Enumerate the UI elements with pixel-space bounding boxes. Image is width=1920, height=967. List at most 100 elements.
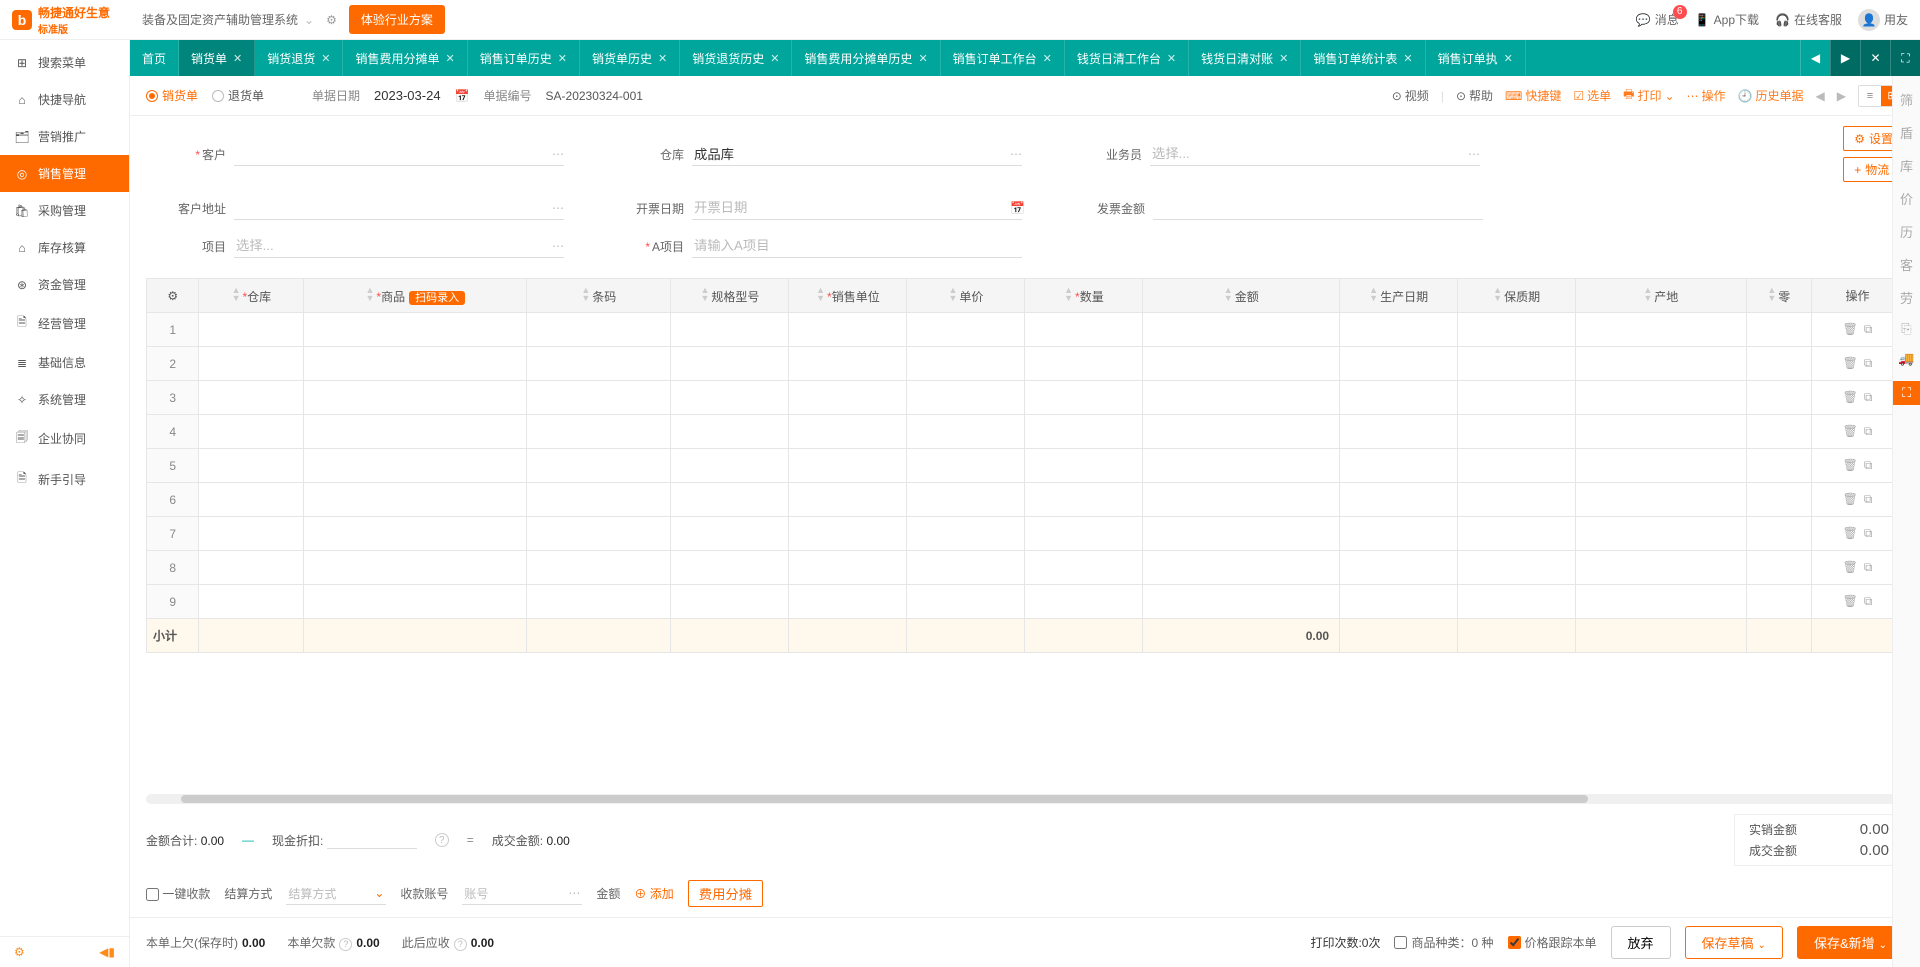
address-input[interactable] — [234, 196, 564, 220]
app-download-link[interactable]: 📱 App下载 — [1695, 11, 1759, 28]
row-delete-icon[interactable]: 🗑 — [1843, 424, 1858, 438]
row-delete-icon[interactable]: 🗑 — [1843, 594, 1858, 608]
row-copy-icon[interactable]: ⧉ — [1864, 594, 1873, 608]
rail-item[interactable]: 库 — [1900, 156, 1913, 175]
row-delete-icon[interactable]: 🗑 — [1843, 492, 1858, 506]
system-selector[interactable]: 装备及固定资产辅助管理系统 ⌄ — [142, 11, 314, 28]
column-header[interactable]: ▲▼*商品扫码录入 — [304, 279, 527, 313]
row-copy-icon[interactable]: ⧉ — [1864, 560, 1873, 574]
tabs-close-all-icon[interactable]: ✕ — [1860, 40, 1890, 76]
tab-close-icon[interactable]: ✕ — [658, 52, 667, 65]
discard-button[interactable]: 放弃 — [1611, 926, 1671, 959]
row-delete-icon[interactable]: 🗑 — [1843, 526, 1858, 540]
sidebar-item[interactable]: ≣基础信息 — [0, 344, 129, 381]
address-picker-icon[interactable]: ⋯ — [552, 201, 564, 215]
sidebar-item[interactable]: 🗎新手引导 — [0, 459, 129, 500]
tab-close-icon[interactable]: ✕ — [1504, 52, 1513, 65]
column-header[interactable]: ▲▼规格型号 — [671, 279, 789, 313]
sidebar-item[interactable]: ✧系统管理 — [0, 381, 129, 418]
discount-input[interactable] — [327, 833, 417, 849]
sidebar-item[interactable]: 🗂营销推广 — [0, 118, 129, 155]
column-header[interactable]: 操作 — [1812, 279, 1904, 313]
tab-close-icon[interactable]: ✕ — [918, 52, 927, 65]
sidebar-item[interactable]: 🗎经营管理 — [0, 303, 129, 344]
fee-allocation-button[interactable]: 费用分摊 — [688, 880, 763, 907]
save-draft-button[interactable]: 保存草稿⌄ — [1685, 926, 1783, 959]
prev-doc-icon[interactable]: ◀ — [1816, 89, 1825, 103]
row-delete-icon[interactable]: 🗑 — [1843, 560, 1858, 574]
table-row[interactable]: 8🗑⧉ — [147, 551, 1904, 585]
sidebar-item[interactable]: ◎销售管理 — [0, 155, 129, 192]
select-link[interactable]: ☑ 选单 — [1573, 87, 1611, 104]
column-header[interactable]: ▲▼保质期 — [1458, 279, 1576, 313]
sidebar-item[interactable]: ⌂库存核算 — [0, 229, 129, 266]
salesperson-picker-icon[interactable]: ⋯ — [1468, 147, 1480, 161]
customer-input[interactable] — [234, 142, 564, 166]
account-select[interactable]: 账号⋯ — [462, 883, 582, 905]
row-copy-icon[interactable]: ⧉ — [1864, 322, 1873, 336]
row-copy-icon[interactable]: ⧉ — [1864, 458, 1873, 472]
a-project-input[interactable] — [692, 234, 1022, 258]
row-delete-icon[interactable]: 🗑 — [1843, 390, 1858, 404]
rail-item[interactable]: ⎘ — [1901, 321, 1911, 337]
calendar-icon[interactable]: 📅 — [455, 89, 470, 103]
column-header[interactable]: ▲▼生产日期 — [1340, 279, 1458, 313]
column-header[interactable]: ▲▼*仓库 — [199, 279, 304, 313]
radio-sales[interactable]: 销货单 — [146, 87, 198, 104]
project-picker-icon[interactable]: ⋯ — [552, 239, 564, 253]
row-delete-icon[interactable]: 🗑 — [1843, 322, 1858, 336]
table-row[interactable]: 1🗑⧉ — [147, 313, 1904, 347]
rail-item[interactable]: 客 — [1900, 255, 1913, 274]
tab-close-icon[interactable]: ✕ — [1403, 52, 1412, 65]
tab[interactable]: 销货退货历史✕ — [680, 40, 792, 76]
tab-close-icon[interactable]: ✕ — [558, 52, 567, 65]
operate-link[interactable]: ⋯ 操作 — [1687, 87, 1726, 104]
history-link[interactable]: 🕘 历史单据 — [1738, 87, 1804, 104]
sidebar-item[interactable]: ⊛资金管理 — [0, 266, 129, 303]
tab-close-icon[interactable]: ✕ — [321, 52, 330, 65]
column-header[interactable]: ▲▼产地 — [1576, 279, 1746, 313]
tab[interactable]: 销货单✕ — [179, 40, 255, 76]
tab-close-icon[interactable]: ✕ — [233, 52, 242, 65]
tabs-prev-icon[interactable]: ◀ — [1800, 40, 1830, 76]
column-header[interactable]: ▲▼*数量 — [1025, 279, 1143, 313]
sidebar-item[interactable]: 🛍采购管理 — [0, 192, 129, 229]
column-header[interactable]: ▲▼条码 — [527, 279, 671, 313]
tab-close-icon[interactable]: ✕ — [1167, 52, 1176, 65]
add-payment-link[interactable]: ⊕ 添加 — [634, 885, 673, 902]
tab[interactable]: 钱货日清工作台✕ — [1065, 40, 1189, 76]
save-new-button[interactable]: 保存&新增⌄ — [1797, 926, 1904, 959]
invoice-date-input[interactable] — [692, 196, 1022, 220]
after-due-help-icon[interactable]: ? — [454, 938, 467, 951]
rail-item[interactable]: 🚚 — [1898, 351, 1914, 367]
sidebar-settings-icon[interactable]: ⚙ — [14, 945, 25, 959]
rail-item[interactable]: 价 — [1900, 189, 1913, 208]
tab[interactable]: 销售费用分摊单✕ — [343, 40, 467, 76]
table-row[interactable]: 6🗑⧉ — [147, 483, 1904, 517]
table-row[interactable]: 9🗑⧉ — [147, 585, 1904, 619]
row-delete-icon[interactable]: 🗑 — [1843, 356, 1858, 370]
warehouse-picker-icon[interactable]: ⋯ — [1010, 147, 1022, 161]
sidebar-item[interactable]: 🗐企业协同 — [0, 418, 129, 459]
user-menu[interactable]: 👤 用友 — [1858, 9, 1908, 31]
column-header[interactable]: ▲▼单价 — [907, 279, 1025, 313]
tab[interactable]: 销售订单历史✕ — [468, 40, 580, 76]
tab-close-icon[interactable]: ✕ — [446, 52, 455, 65]
next-doc-icon[interactable]: ▶ — [1837, 89, 1846, 103]
table-row[interactable]: 4🗑⧉ — [147, 415, 1904, 449]
col-settings[interactable]: ⚙ — [147, 279, 199, 313]
tab-close-icon[interactable]: ✕ — [1279, 52, 1288, 65]
gear-icon[interactable]: ⚙ — [326, 13, 337, 27]
column-header[interactable]: ▲▼金额 — [1143, 279, 1340, 313]
table-row[interactable]: 3🗑⧉ — [147, 381, 1904, 415]
column-header[interactable]: ▲▼零 — [1746, 279, 1812, 313]
tab[interactable]: 销售订单执✕ — [1426, 40, 1526, 76]
horizontal-scrollbar[interactable] — [146, 794, 1904, 804]
row-delete-icon[interactable]: 🗑 — [1843, 458, 1858, 472]
rail-item[interactable]: 历 — [1900, 222, 1913, 241]
invoice-amount-input[interactable] — [1153, 196, 1483, 220]
tabs-next-icon[interactable]: ▶ — [1830, 40, 1860, 76]
tab[interactable]: 销货单历史✕ — [580, 40, 680, 76]
row-copy-icon[interactable]: ⧉ — [1864, 390, 1873, 404]
invoice-date-calendar-icon[interactable]: 📅 — [1010, 201, 1025, 215]
